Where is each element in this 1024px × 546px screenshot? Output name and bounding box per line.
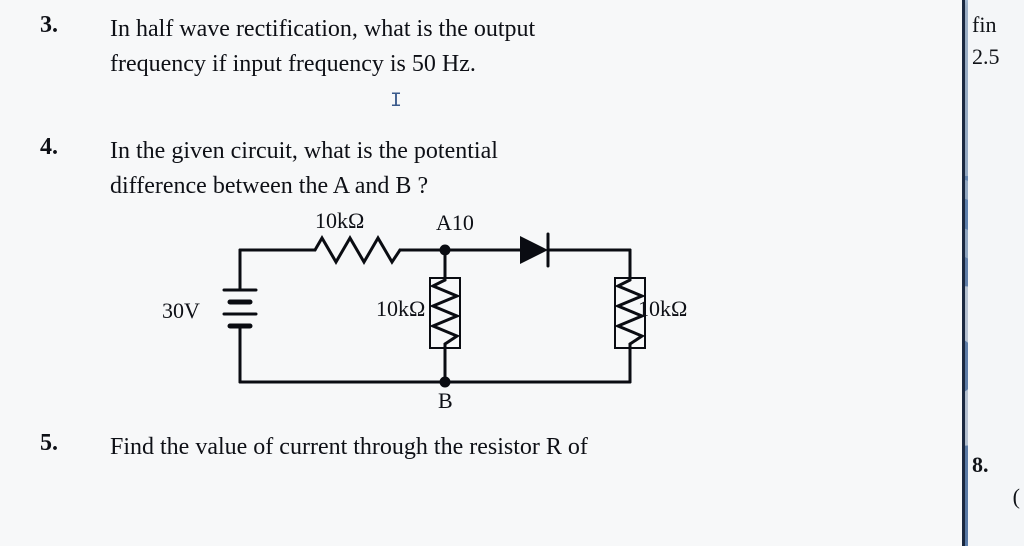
circuit-svg bbox=[220, 210, 700, 420]
strip-text-2: 2.5 bbox=[972, 44, 1020, 70]
question-text: Find the value of current through the re… bbox=[110, 430, 942, 465]
circuit-diagram: 30V 10kΩ A10 10kΩ 10kΩ B bbox=[220, 210, 700, 420]
question-3: 3. In half wave rectification, what is t… bbox=[40, 12, 942, 116]
resistor-top-label: 10kΩ bbox=[315, 208, 364, 234]
right-page-strip: fin 2.5 8. ( bbox=[968, 0, 1024, 546]
text-cursor-mark: I bbox=[390, 87, 402, 116]
q4-line1: In the given circuit, what is the potent… bbox=[110, 138, 498, 164]
node-b-label: B bbox=[438, 388, 453, 414]
question-5: 5. Find the value of current through the… bbox=[40, 430, 942, 465]
resistor-mid-label: 10kΩ bbox=[376, 296, 425, 322]
q4-line2: difference between the A and B ? bbox=[110, 173, 428, 199]
question-number: 5. bbox=[40, 430, 110, 457]
voltage-source-label: 30V bbox=[162, 298, 200, 324]
question-4: 4. In the given circuit, what is the pot… bbox=[40, 134, 942, 204]
resistor-right-label: 10kΩ bbox=[638, 296, 687, 322]
question-number: 4. bbox=[40, 134, 110, 161]
page-content: 3. In half wave rectification, what is t… bbox=[0, 0, 965, 546]
node-a-label: A10 bbox=[436, 210, 474, 236]
strip-text-1: fin bbox=[972, 12, 1020, 38]
question-text: In half wave rectification, what is the … bbox=[110, 12, 942, 116]
q3-line1: In half wave rectification, what is the … bbox=[110, 16, 535, 42]
question-8-number: 8. bbox=[972, 452, 1020, 478]
question-text: In the given circuit, what is the potent… bbox=[110, 134, 942, 204]
question-number: 3. bbox=[40, 12, 110, 39]
q3-line2: frequency if input frequency is 50 Hz. bbox=[110, 51, 476, 77]
strip-text-3: ( bbox=[972, 484, 1020, 510]
